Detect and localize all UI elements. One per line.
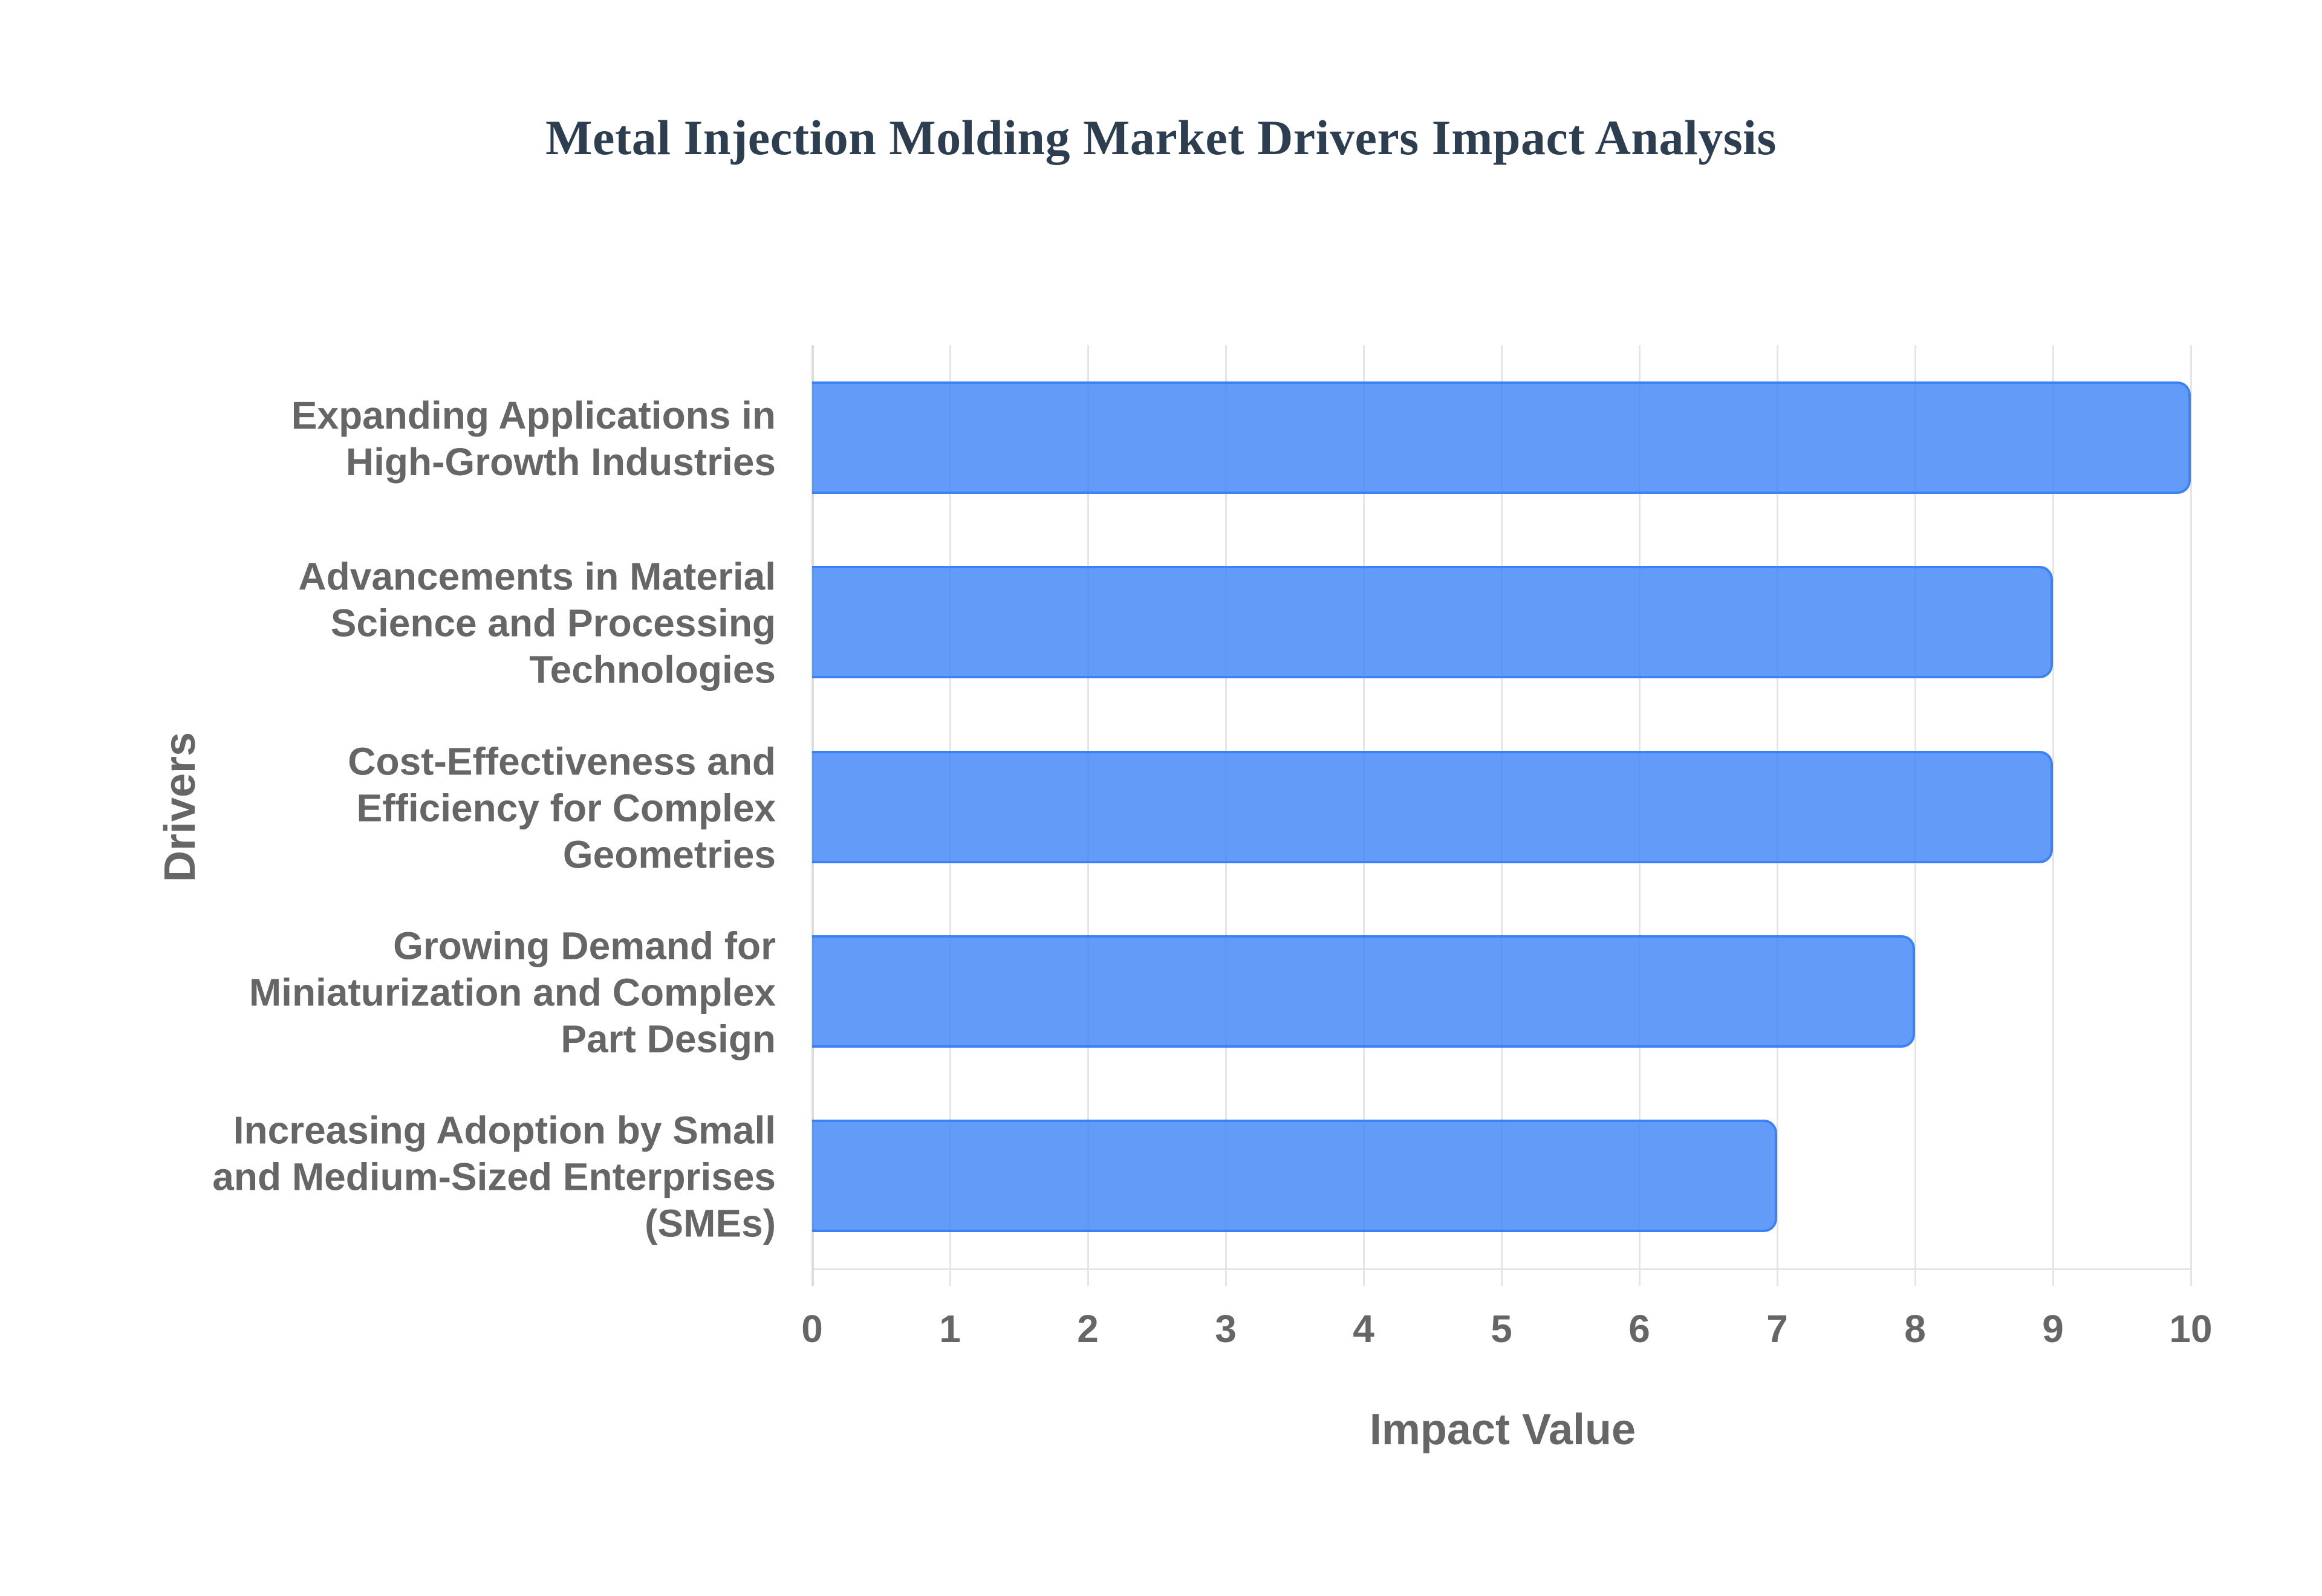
plot-area (811, 345, 2192, 1286)
bar-5[interactable] (812, 1120, 1777, 1233)
x-tick-label: 4 (1353, 1307, 1374, 1351)
x-tick-label: 7 (1766, 1307, 1788, 1351)
x-axis-title: Impact Value (1369, 1406, 1636, 1454)
gridline-x-10 (2190, 345, 2192, 1286)
x-tick-label: 10 (2169, 1307, 2213, 1351)
y-tick-label: Growing Demand for Miniaturization and C… (249, 924, 776, 1061)
y-axis-title: Drivers (156, 731, 204, 883)
bar-3[interactable] (812, 750, 2053, 863)
x-tick-label: 6 (1628, 1307, 1650, 1351)
x-tick-label: 1 (939, 1307, 961, 1351)
x-tick-label: 0 (801, 1307, 823, 1351)
y-tick-label: Expanding Applications in High-Growth In… (291, 393, 776, 484)
x-tick-label: 9 (2042, 1307, 2064, 1351)
x-tick-label: 3 (1215, 1307, 1237, 1351)
y-tick-label: Increasing Adoption by Small and Medium-… (212, 1108, 776, 1245)
chart-title: Metal Injection Molding Market Drivers I… (545, 110, 1777, 165)
x-tick-label: 5 (1491, 1307, 1512, 1351)
x-tick-label: 2 (1077, 1307, 1099, 1351)
bar-2[interactable] (812, 566, 2053, 679)
y-tick-label: Advancements in Material Science and Pro… (298, 554, 776, 692)
gridline-x-9 (2052, 345, 2054, 1286)
bar-1[interactable] (812, 381, 2191, 494)
bar-4[interactable] (812, 935, 1915, 1048)
y-tick-label: Cost-Effectiveness and Efficiency for Co… (348, 739, 776, 876)
x-tick-label: 8 (1904, 1307, 1926, 1351)
